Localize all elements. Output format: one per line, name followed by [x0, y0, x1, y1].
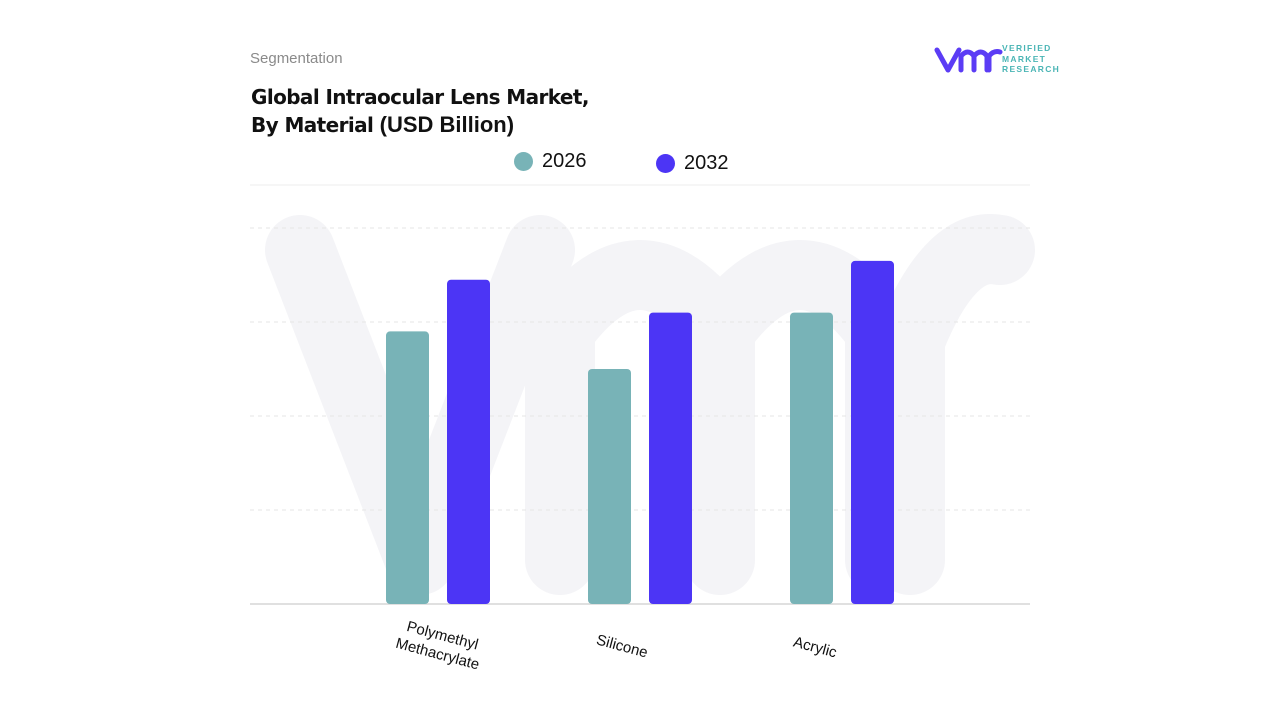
- title-unit: (USD Billion): [379, 112, 515, 137]
- title-line-1: Global Intraocular Lens Market,: [251, 85, 589, 109]
- bar-2026-1: [588, 369, 631, 604]
- bar-2026-0: [386, 331, 429, 604]
- legend-swatch-2026: [514, 152, 533, 171]
- bar-2032-1: [649, 312, 692, 604]
- vmr-logo-icon: [934, 47, 1003, 73]
- title-line-2: By Material: [251, 113, 374, 137]
- chart-title: Global Intraocular Lens Market, By Mater…: [251, 83, 589, 139]
- bar-2032-0: [447, 279, 490, 604]
- bar-2026-2: [790, 312, 833, 604]
- section-label: Segmentation: [250, 50, 343, 67]
- legend-swatch-2032: [656, 154, 675, 173]
- legend-item-2026: 2026: [514, 150, 587, 173]
- legend-item-2032: 2032: [656, 152, 729, 175]
- logo-text: VERIFIED MARKET RESEARCH: [1002, 43, 1061, 74]
- bar-2032-2: [851, 260, 894, 604]
